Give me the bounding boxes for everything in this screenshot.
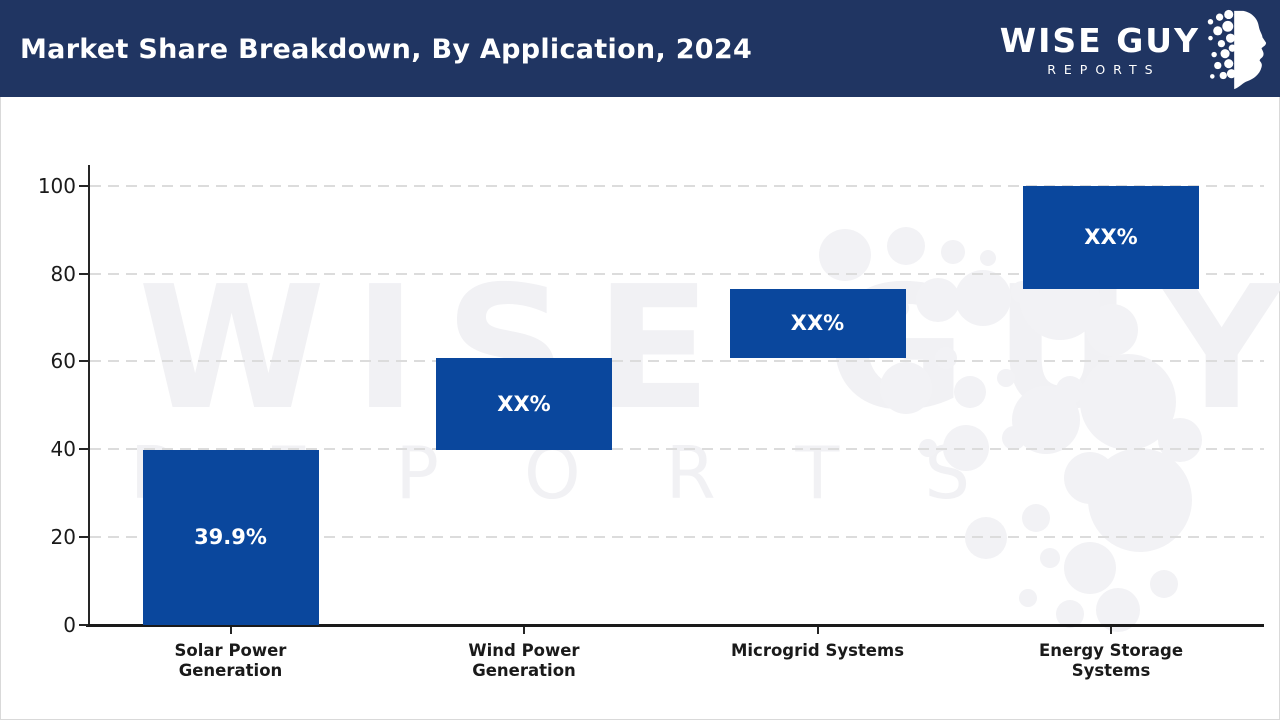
y-tick-label: 20 [50, 525, 76, 550]
y-axis-spine [88, 165, 90, 626]
logo-reports-text: REPORTS [1047, 62, 1161, 77]
y-tick-label: 0 [63, 613, 76, 637]
bar-value-label: XX% [790, 311, 845, 336]
x-tick-mark [816, 627, 819, 634]
header-bar: Market Share Breakdown, By Application, … [0, 0, 1280, 97]
wiseguy-face-icon [1207, 9, 1267, 90]
bar-segment: 39.9% [142, 449, 319, 625]
y-tick-mark [79, 272, 88, 275]
y-tick-mark [79, 448, 88, 451]
bar-segment: XX% [729, 289, 906, 358]
gridline-100 [90, 184, 1264, 187]
gridline-40 [90, 448, 1264, 451]
bar-value-label: XX% [1084, 225, 1138, 250]
x-axis-line [86, 624, 1264, 627]
wiseguy-logo: WISE GUY REPORTS [1000, 9, 1270, 91]
gridline-60 [90, 360, 1264, 363]
logo-wordmark: WISE GUY [999, 21, 1200, 60]
x-tick-mark [229, 627, 232, 634]
y-tick-label: 100 [37, 173, 76, 198]
gridline-20 [90, 536, 1264, 539]
page-title: Market Share Breakdown, By Application, … [20, 34, 753, 65]
bar-segment: XX% [436, 357, 612, 450]
bar-value-label: XX% [497, 391, 551, 416]
y-tick-label: 40 [50, 437, 76, 462]
y-tick-mark [79, 536, 88, 539]
x-category-label: Solar Power Generation [174, 641, 287, 680]
x-tick-mark [523, 627, 525, 634]
x-category-label: Wind Power Generation [468, 641, 580, 680]
y-tick-label: 60 [50, 349, 76, 374]
y-tick-mark [79, 360, 88, 363]
y-tick-mark [79, 624, 88, 626]
bar-segment: XX% [1023, 185, 1199, 289]
x-category-label: Microgrid Systems [730, 641, 905, 660]
gridline-80 [90, 272, 1264, 275]
wiseguy-logo-text: WISE GUY REPORTS [1000, 22, 1200, 78]
y-tick-label: 80 [50, 261, 76, 286]
bar-value-label: 39.9% [194, 525, 267, 550]
y-tick-mark [79, 184, 88, 187]
x-tick-mark [1110, 627, 1112, 634]
x-category-label: Energy Storage Systems [1038, 641, 1184, 680]
